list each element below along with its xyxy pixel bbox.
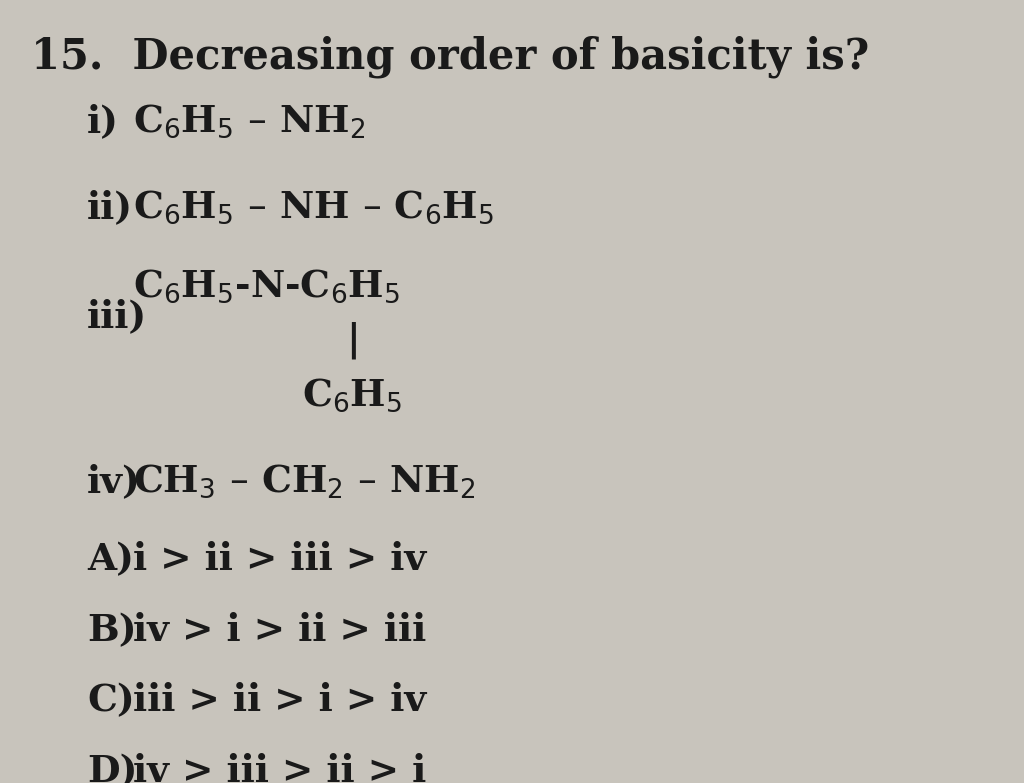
Text: C$_6$H$_5$-N-C$_6$H$_5$: C$_6$H$_5$-N-C$_6$H$_5$ bbox=[133, 267, 400, 305]
Text: i > ii > iii > iv: i > ii > iii > iv bbox=[133, 541, 426, 579]
Text: iv > iii > ii > i: iv > iii > ii > i bbox=[133, 752, 426, 783]
Text: i): i) bbox=[87, 103, 119, 140]
Text: iii > ii > i > iv: iii > ii > i > iv bbox=[133, 682, 426, 720]
Text: A): A) bbox=[87, 541, 134, 579]
Text: iv): iv) bbox=[87, 463, 141, 500]
Text: 15.  Decreasing order of basicity is?: 15. Decreasing order of basicity is? bbox=[31, 35, 869, 78]
Text: C$_6$H$_5$ – NH$_2$: C$_6$H$_5$ – NH$_2$ bbox=[133, 103, 366, 140]
Text: B): B) bbox=[87, 612, 136, 649]
Text: |: | bbox=[346, 322, 360, 359]
Text: ii): ii) bbox=[87, 189, 133, 226]
Text: CH$_3$ – CH$_2$ – NH$_2$: CH$_3$ – CH$_2$ – NH$_2$ bbox=[133, 463, 476, 500]
Text: C$_6$H$_5$ – NH – C$_6$H$_5$: C$_6$H$_5$ – NH – C$_6$H$_5$ bbox=[133, 189, 495, 226]
Text: D): D) bbox=[87, 752, 137, 783]
Text: C$_6$H$_5$: C$_6$H$_5$ bbox=[302, 377, 402, 414]
Text: iv > i > ii > iii: iv > i > ii > iii bbox=[133, 612, 426, 649]
Text: iii): iii) bbox=[87, 298, 147, 336]
Text: C): C) bbox=[87, 682, 135, 720]
